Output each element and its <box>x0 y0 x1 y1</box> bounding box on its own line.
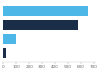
Bar <box>3 48 6 58</box>
Bar <box>3 6 88 16</box>
Bar <box>3 34 16 44</box>
Bar <box>3 20 78 30</box>
